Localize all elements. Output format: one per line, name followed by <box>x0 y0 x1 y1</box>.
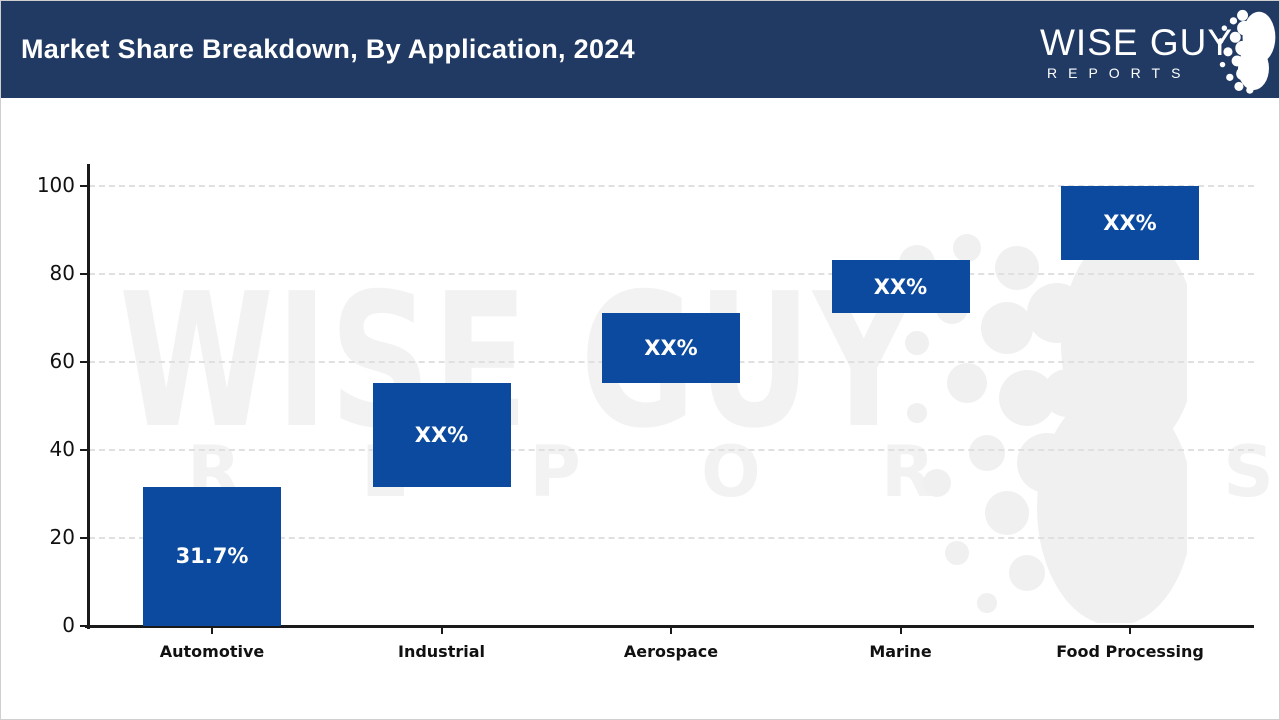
header-band: Market Share Breakdown, By Application, … <box>1 1 1279 98</box>
x-axis-label-marine: Marine <box>869 642 932 661</box>
gridline-40 <box>89 449 1254 451</box>
logo-reports: REPORTS <box>1047 65 1192 81</box>
x-axis-label-food-processing: Food Processing <box>1056 642 1204 661</box>
y-axis-label-40: 40 <box>49 437 75 461</box>
x-tick-2 <box>670 628 672 634</box>
y-axis-spine <box>87 164 90 629</box>
bar-value-label: XX% <box>414 422 469 447</box>
gridline-80 <box>89 273 1254 275</box>
y-axis-label-80: 80 <box>49 261 75 285</box>
gridline-100 <box>89 185 1254 187</box>
x-tick-3 <box>899 628 902 634</box>
x-axis-label-industrial: Industrial <box>397 642 485 661</box>
y-tick-40 <box>80 449 89 451</box>
y-tick-20 <box>80 537 89 539</box>
bar-industrial <box>372 383 511 487</box>
bar-marine <box>831 259 970 314</box>
gridline-20 <box>89 537 1254 539</box>
y-tick-0 <box>80 625 89 627</box>
y-tick-100 <box>80 185 89 187</box>
x-tick-4 <box>1129 628 1131 634</box>
y-tick-60 <box>80 361 89 363</box>
page-title: Market Share Breakdown, By Application, … <box>21 34 635 64</box>
y-tick-80 <box>80 273 89 275</box>
bar-value-label: XX% <box>644 336 698 361</box>
x-tick-0 <box>211 628 213 634</box>
logo-wise-guy: WISE GUY <box>1040 22 1234 63</box>
bar-aerospace <box>602 313 740 384</box>
x-axis-line <box>85 625 1254 628</box>
bar-food-processing <box>1061 186 1199 260</box>
watermark-face-dots-icon <box>899 231 1187 623</box>
y-axis-label-0: 0 <box>62 613 75 637</box>
bar-value-label: XX% <box>1103 210 1157 235</box>
logo-face-icon <box>1217 9 1276 94</box>
y-axis-label-20: 20 <box>49 525 75 549</box>
bar-automotive <box>143 486 281 626</box>
x-axis-label-automotive: Automotive <box>159 642 265 661</box>
bar-value-label: XX% <box>873 274 928 299</box>
x-tick-1 <box>440 628 443 634</box>
y-axis-label-60: 60 <box>49 349 75 373</box>
bar-value-label: 31.7% <box>175 544 249 569</box>
x-axis-label-aerospace: Aerospace <box>623 642 719 661</box>
y-axis-label-100: 100 <box>36 173 75 197</box>
